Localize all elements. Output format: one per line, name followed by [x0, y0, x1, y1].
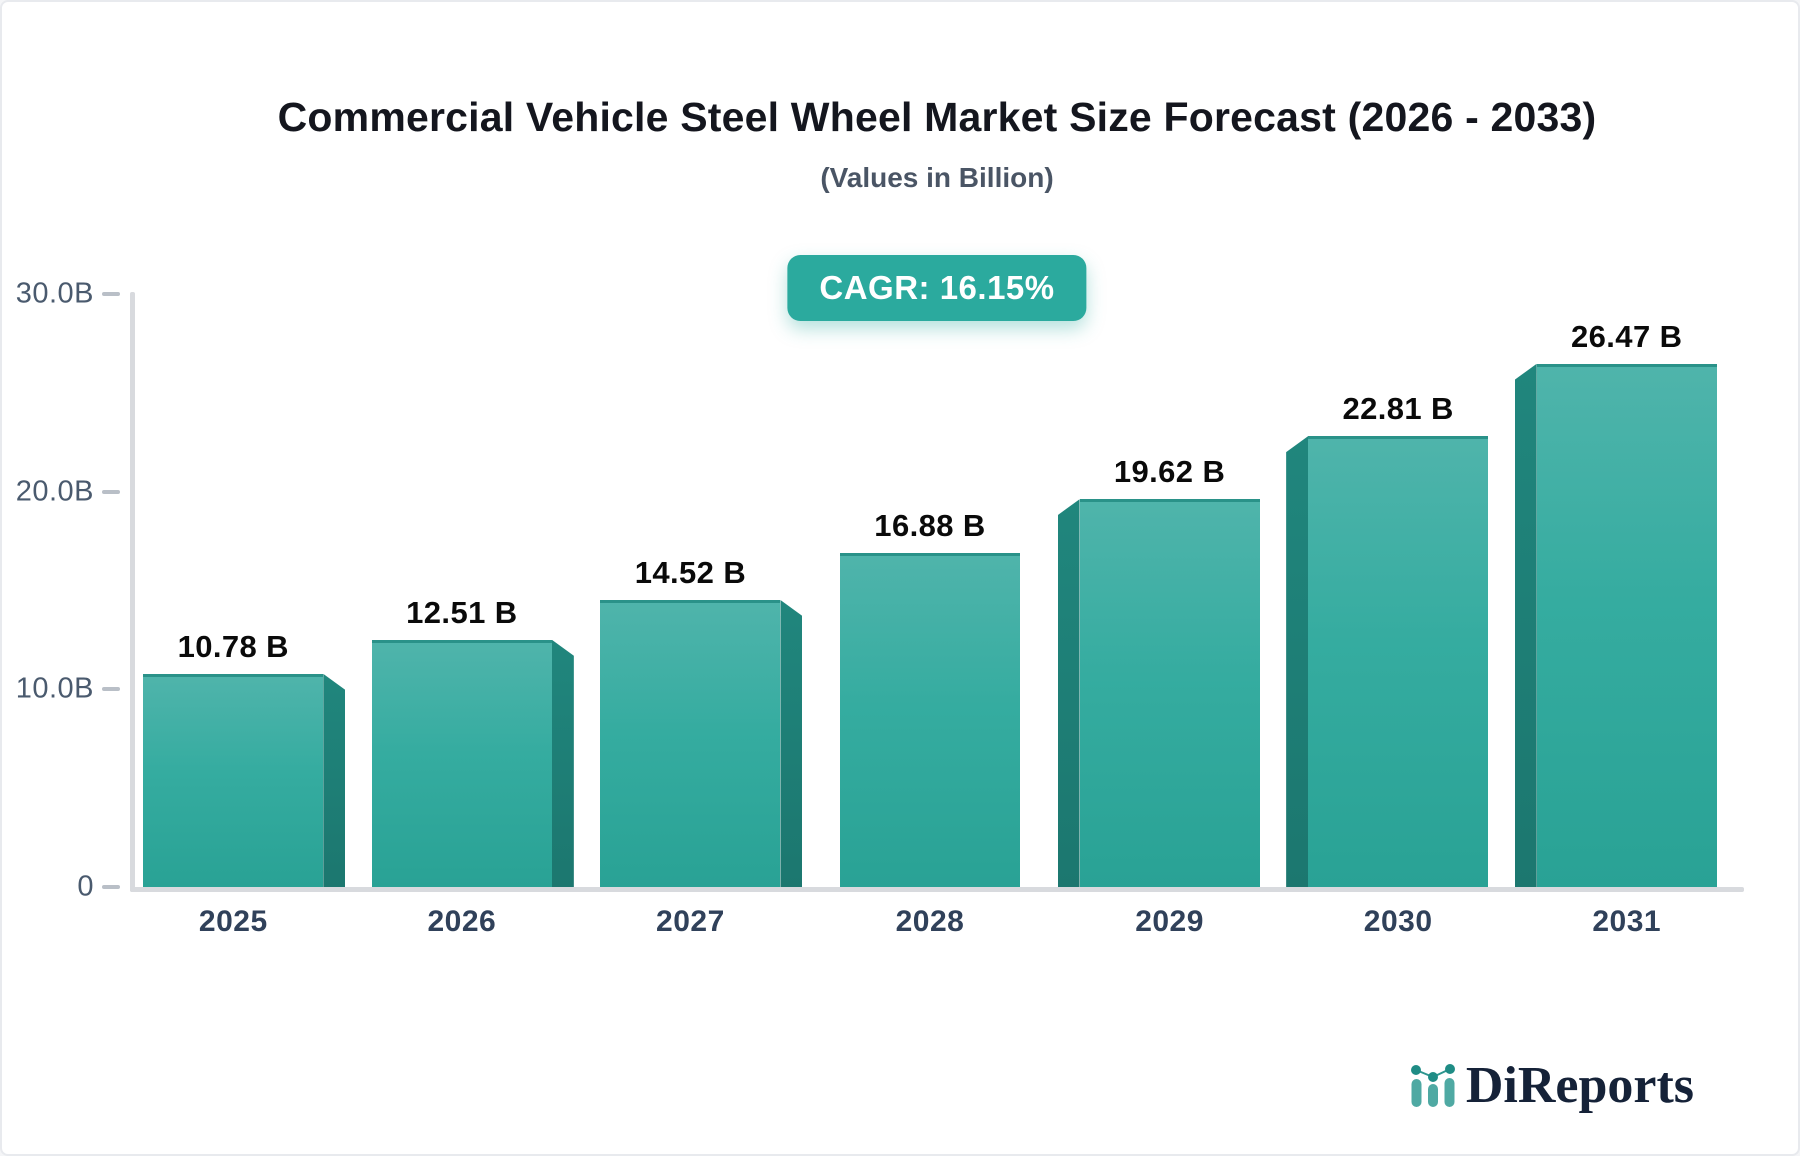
bar-2029: 19.62 B 2029 — [1057, 454, 1260, 938]
bar-face-2031: 26.47 B 2031 — [1536, 319, 1717, 938]
bar-face-2030: 22.81 B 2030 — [1308, 391, 1489, 938]
bar-2026: 12.51 B 2026 — [371, 595, 574, 938]
bar-3d-side — [1057, 499, 1080, 887]
chart-title: Commercial Vehicle Steel Wheel Market Si… — [277, 94, 1597, 140]
x-tick-label: 2028 — [895, 905, 965, 938]
bar-2027: 14.52 B 2027 — [600, 555, 803, 938]
y-axis-line — [130, 292, 135, 892]
bar-3d-side — [1286, 436, 1309, 887]
bar-value-label: 26.47 B — [1571, 318, 1683, 354]
bar-3d-side — [780, 600, 803, 887]
y-tick-mark — [102, 687, 120, 692]
x-tick-label: 2025 — [198, 905, 268, 938]
brand-logo: DiReports — [1410, 1057, 1694, 1115]
x-tick-label: 2027 — [656, 905, 725, 938]
bar-2031: 26.47 B 2031 — [1514, 319, 1717, 938]
chart-subtitle: (Values in Billion) — [820, 162, 1054, 193]
bar-3d-side — [551, 639, 574, 887]
y-tick-mark — [102, 489, 120, 494]
x-tick-label: 2031 — [1592, 905, 1662, 938]
bar-face-2027: 14.52 B 2027 — [600, 555, 781, 938]
bar-value-label: 14.52 B — [634, 555, 747, 590]
bar-face-2026: 12.51 B 2026 — [371, 595, 552, 938]
bar-3d-side — [1514, 363, 1537, 887]
bar-2025: 10.78 B 2025 — [143, 629, 346, 938]
bar-2028: 16.88 B 2028 — [840, 508, 1020, 938]
bar-value-label: 22.81 B — [1342, 391, 1454, 427]
bar-face-2025: 10.78 B 2025 — [143, 629, 324, 938]
brand-logo-text: DiReports — [1465, 1057, 1694, 1115]
bar-value-label: 10.78 B — [177, 628, 289, 664]
x-axis-line — [130, 887, 1744, 892]
mini-bar-chart-icon — [1410, 1064, 1455, 1107]
y-tick-label: 10.0B — [15, 672, 94, 705]
y-tick-label: 30.0B — [15, 277, 94, 310]
x-tick-label: 2030 — [1363, 905, 1433, 938]
bar-face-2029: 19.62 B 2029 — [1079, 454, 1260, 938]
y-tick-label: 0 — [77, 870, 94, 903]
bar-2030: 22.81 B 2030 — [1286, 391, 1489, 938]
plot-area: 30.0B 20.0B 10.0B 0 10.78 B 2025 12.51 B 2026 1… — [16, 278, 1744, 938]
bar-3d-side — [323, 673, 346, 887]
bar-value-label: 16.88 B — [874, 508, 986, 544]
cagr-badge: CAGR: 16.15% — [787, 255, 1087, 321]
y-tick-mark — [102, 292, 120, 296]
bar-face-2028: 16.88 B 2028 — [840, 508, 1020, 938]
bar-track: 10.78 B 2025 12.51 B 2026 14.52 B 2027 16.88 B… — [130, 294, 1730, 938]
bar-value-label: 12.51 B — [406, 594, 518, 630]
x-tick-label: 2026 — [427, 905, 497, 938]
y-tick-label: 20.0B — [15, 475, 94, 508]
y-tick-mark — [102, 885, 120, 889]
bar-value-label: 19.62 B — [1113, 454, 1226, 490]
x-tick-label: 2029 — [1135, 905, 1204, 938]
